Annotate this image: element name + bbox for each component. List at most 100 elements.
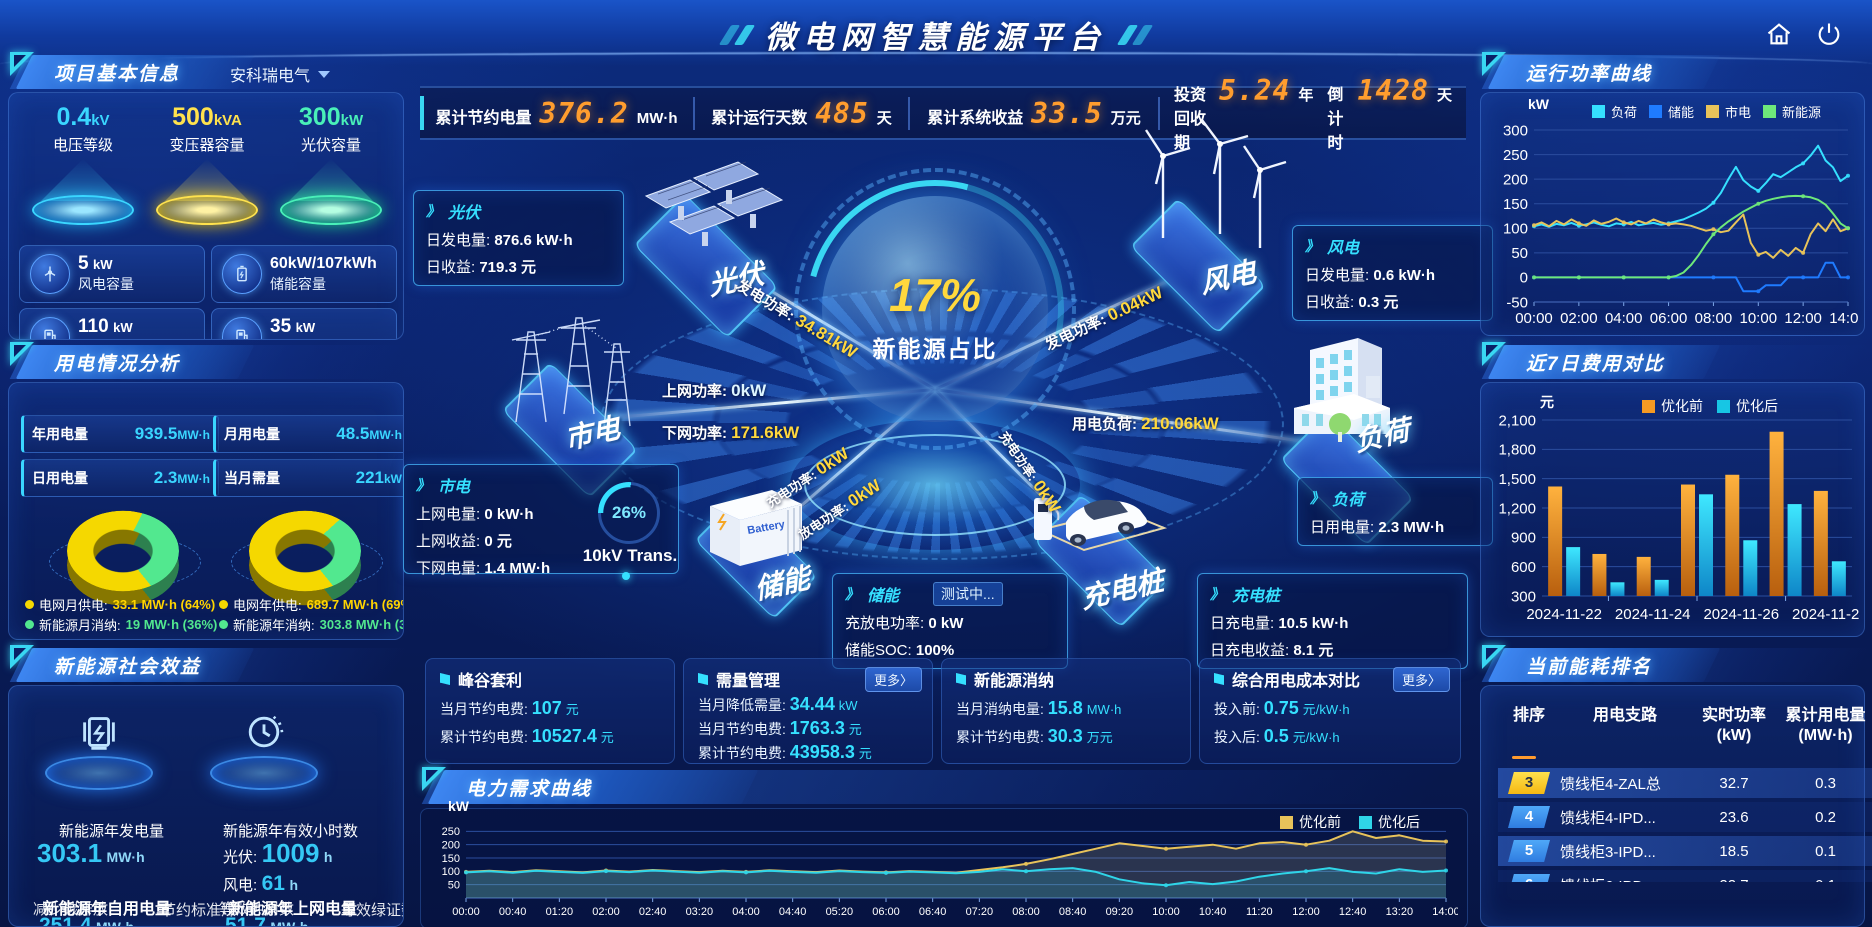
card-wind-capacity: 5 kW 风电容量 xyxy=(19,245,205,303)
svg-text:12:40: 12:40 xyxy=(1339,906,1367,918)
svg-text:1,500: 1,500 xyxy=(1498,471,1536,488)
panel-title: 运行功率曲线 xyxy=(1526,64,1653,85)
power-icon[interactable] xyxy=(1812,17,1846,51)
cost-legend: 优化前 优化后 xyxy=(1642,396,1778,416)
svg-text:02:40: 02:40 xyxy=(639,906,667,918)
cost-y-unit: 元 xyxy=(1540,394,1554,410)
donut-month-supply xyxy=(67,510,179,592)
svg-text:09:20: 09:20 xyxy=(1106,906,1134,918)
callout-arrow-icon: 》 xyxy=(1305,238,1319,254)
svg-text:100: 100 xyxy=(442,866,460,878)
card-cost-comparison: 综合用电成本对比 更多〉 投入前: 0.75 元/kW·h 投入后: 0.5 元… xyxy=(1199,658,1461,764)
value-grid-export: 51.7 MW·h xyxy=(225,914,309,927)
wind-turbines-icon xyxy=(1144,119,1287,248)
label-annual-generation: 新能源年发电量 xyxy=(59,823,165,840)
panel-title: 新能源社会效益 xyxy=(54,657,202,678)
panel-title: 项目基本信息 xyxy=(54,64,181,85)
stat-year-usage: 年用电量 939.5MW·h xyxy=(21,415,219,453)
ev-charging-icon xyxy=(1034,498,1168,552)
stat-pv-capacity: 300kW 光伏容量 xyxy=(271,103,391,225)
stat-month-demand: 当月需量 221kW xyxy=(213,459,403,497)
kpi-bar: 累计节约电量 376.2 MW·h 累计运行天数 485 天 累计系统收益 33… xyxy=(420,74,1466,152)
svg-text:2024-11-26: 2024-11-26 xyxy=(1703,606,1779,623)
panel-body: 0.4kV 电压等级 500kVA 变压器容量 300kW 光伏容量 5 kW … xyxy=(8,92,404,340)
label-coal-saved: 节约标准煤 xyxy=(161,902,237,919)
value-self-consumption: 251.4 MW·h xyxy=(39,914,135,927)
flag-icon xyxy=(956,673,966,685)
value-pv-hours: 光伏: 1009 h xyxy=(223,838,333,868)
table-row[interactable]: 3 馈线柜4-ZAL总 32.7 0.3 xyxy=(1498,768,1872,798)
donut-year-supply xyxy=(249,510,361,592)
svg-text:100: 100 xyxy=(1503,221,1528,238)
panel-corner-icon xyxy=(1482,645,1506,669)
table-row[interactable]: 4 馈线柜4-IPD... 23.6 0.2 xyxy=(1498,802,1872,832)
title-left-decor xyxy=(718,24,756,45)
demand-more-button[interactable]: 更多〉 xyxy=(864,667,922,692)
label-co2-reduction: 减少碳排放 xyxy=(33,901,109,918)
demand-chart-area xyxy=(420,808,1468,927)
ranking-table-header: 排序 用电支路 实时功率 (kW) 累计用电量 (MW·h) xyxy=(1512,707,1866,744)
svg-text:300: 300 xyxy=(1503,122,1528,139)
kpi-saved-energy: 累计节约电量 376.2 MW·h xyxy=(420,96,695,130)
battery-lightning-icon xyxy=(71,704,127,760)
building-icon xyxy=(1294,338,1390,442)
svg-text:0: 0 xyxy=(1520,270,1528,287)
svg-text:250: 250 xyxy=(1503,147,1528,164)
testing-badge: 测试中... xyxy=(933,582,1003,606)
svg-text:10:00: 10:00 xyxy=(1152,906,1180,918)
callout-pv: 》光伏 日发电量: 876.6 kW·h 日收益: 719.3 元 xyxy=(413,190,624,286)
svg-text:02:00: 02:00 xyxy=(1560,310,1598,327)
svg-text:150: 150 xyxy=(442,853,460,865)
home-icon[interactable] xyxy=(1762,17,1796,51)
legend-grid-year: 电网年供电:689.7 MW·h (69%) xyxy=(219,595,403,614)
ac-charger-icon xyxy=(222,317,262,339)
company-dropdown[interactable]: 安科瑞电气 xyxy=(230,62,331,86)
legend-re-year: 新能源年消纳:303.8 MW·h (31%) xyxy=(219,615,403,634)
table-row[interactable]: 5 馈线柜3-IPD... 18.5 0.1 xyxy=(1498,836,1872,866)
svg-text:04:00: 04:00 xyxy=(1605,310,1643,327)
pedestal-hours xyxy=(204,704,324,790)
panel-social-benefits: 新能源社会效益 新能源年发电量 303.1 MW·h 新能源年有效小时数 光伏:… xyxy=(8,645,404,927)
panel-power-curve: 运行功率曲线 xyxy=(1480,52,1865,336)
panel-title: 用电情况分析 xyxy=(54,354,181,375)
kpi-system-revenue: 累计系统收益 33.5 万元 xyxy=(910,96,1160,130)
kpi-payback: 投资回收期 5.24 年 倒计时 1428 天 xyxy=(1174,73,1452,152)
svg-text:07:20: 07:20 xyxy=(966,906,994,918)
svg-text:08:00: 08:00 xyxy=(1012,906,1040,918)
svg-text:00:40: 00:40 xyxy=(499,906,527,918)
table-row[interactable]: 6 馈线柜6-IPD 22.70.1 xyxy=(1498,870,1872,882)
renewable-percentage-label: 新能源占比 xyxy=(872,336,998,362)
stat-month-usage: 月用电量 48.5MW·h xyxy=(213,415,403,453)
svg-text:250: 250 xyxy=(442,826,460,838)
panel-title: 电力需求曲线 xyxy=(466,779,593,800)
flag-icon xyxy=(440,673,450,685)
svg-text:02:00: 02:00 xyxy=(592,906,620,918)
svg-text:300: 300 xyxy=(1511,588,1536,605)
svg-text:1,800: 1,800 xyxy=(1498,442,1536,459)
callout-arrow-icon: 》 xyxy=(416,477,430,493)
svg-text:50: 50 xyxy=(1511,245,1528,262)
callout-arrow-icon: 》 xyxy=(1310,490,1324,506)
demand-legend: 优化前 优化后 xyxy=(1280,812,1420,832)
callout-load: 》负荷 日用电量: 2.3 MW·h xyxy=(1297,477,1493,546)
card-dc-charger: 110 kW 直流充电桩 xyxy=(19,308,205,339)
callout-arrow-icon: 》 xyxy=(1210,586,1224,602)
svg-text:06:00: 06:00 xyxy=(872,906,900,918)
panel-corner-icon xyxy=(10,645,34,669)
svg-text:12:00: 12:00 xyxy=(1784,310,1822,327)
panel-corner-icon xyxy=(10,342,34,366)
panel-corner-icon xyxy=(422,767,446,791)
pedestal-generation xyxy=(39,704,159,790)
label-effective-hours: 新能源年有效小时数 xyxy=(223,823,359,840)
transformer-dot xyxy=(622,572,630,580)
svg-text:14:00: 14:00 xyxy=(1829,310,1858,327)
value-wind-hours: 风电: 61 h xyxy=(223,872,298,895)
panel-corner-icon xyxy=(1482,52,1506,76)
callout-arrow-icon: 》 xyxy=(845,586,859,602)
svg-text:01:20: 01:20 xyxy=(546,906,574,918)
panel-body: 年用电量 939.5MW·h 月用电量 48.5MW·h 日用电量 2.3MW·h 当… xyxy=(8,382,404,640)
transformer-label: 10kV Trans. xyxy=(582,546,678,565)
flow-load-power: 用电负荷: 210.06kW xyxy=(1072,414,1219,433)
cost-more-button[interactable]: 更多〉 xyxy=(1392,667,1450,692)
